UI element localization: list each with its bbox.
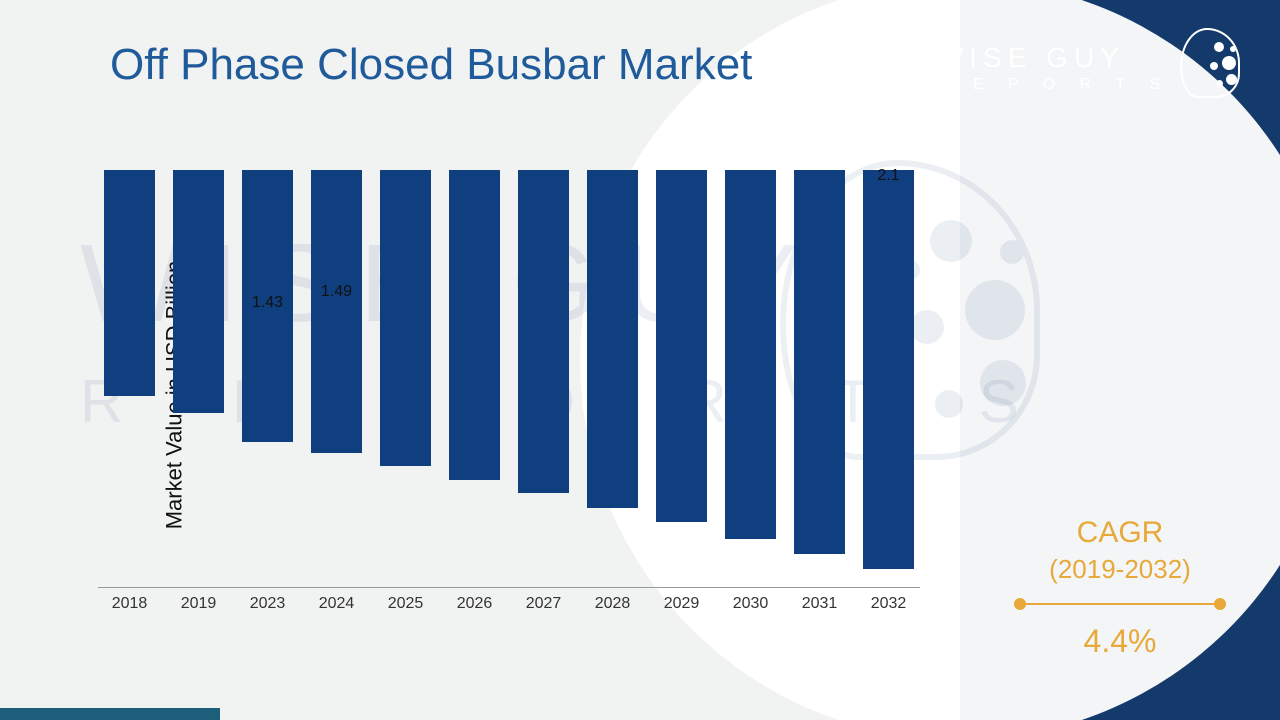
bottom-accent-strip: [0, 708, 220, 720]
bar: [587, 170, 638, 508]
bar-slot: 2.1: [863, 170, 914, 588]
bar-slot: [380, 170, 431, 588]
x-tick: 2025: [380, 588, 431, 620]
x-tick: 2029: [656, 588, 707, 620]
logo-line1: WISE GUY: [937, 42, 1170, 74]
cagr-divider: [1020, 603, 1220, 605]
cagr-value: 4.4%: [1000, 623, 1240, 660]
bar-slot: [518, 170, 569, 588]
x-tick: 2024: [311, 588, 362, 620]
x-tick: 2031: [794, 588, 845, 620]
bar-slot: [656, 170, 707, 588]
bar: [104, 170, 155, 396]
bar-value-label: 1.43: [252, 294, 283, 312]
bar-slot: [449, 170, 500, 588]
logo-head-icon: [1180, 28, 1250, 108]
x-tick: 2032: [863, 588, 914, 620]
bar: [863, 170, 914, 569]
bar-slot: 1.43: [242, 170, 293, 588]
x-tick: 2023: [242, 588, 293, 620]
bar-slot: [725, 170, 776, 588]
bar: [449, 170, 500, 480]
cagr-label: CAGR: [1000, 516, 1240, 550]
bar-value-label: 2.1: [877, 167, 899, 185]
bar-chart: Market Value in USD Billion 1.431.492.1 …: [50, 170, 920, 620]
bar-slot: [104, 170, 155, 588]
x-tick: 2026: [449, 588, 500, 620]
bar: [656, 170, 707, 522]
bar: [173, 170, 224, 413]
cagr-block: CAGR (2019-2032) 4.4%: [1000, 516, 1240, 660]
cagr-years: (2019-2032): [1000, 554, 1240, 585]
bar-value-label: 1.49: [321, 283, 352, 301]
x-tick: 2030: [725, 588, 776, 620]
bar: [518, 170, 569, 493]
page-title: Off Phase Closed Busbar Market: [110, 40, 752, 90]
plot-area: 1.43 1.49 2.1: [98, 170, 920, 588]
bar-slot: 1.49: [311, 170, 362, 588]
x-tick: 2018: [104, 588, 155, 620]
bar: [794, 170, 845, 554]
bar-slot: [587, 170, 638, 588]
x-tick: 2027: [518, 588, 569, 620]
x-tick: 2019: [173, 588, 224, 620]
bar-slot: [173, 170, 224, 588]
brand-logo: WISE GUY R E P O R T S: [937, 28, 1250, 108]
infographic-canvas: Off Phase Closed Busbar Market WISE GUY …: [0, 0, 1280, 720]
bar-slot: [794, 170, 845, 588]
x-tick: 2028: [587, 588, 638, 620]
logo-line2: R E P O R T S: [937, 76, 1170, 94]
bar: [380, 170, 431, 466]
x-axis: 2018 2019 2023 2024 2025 2026 2027 2028 2029 2030…: [98, 588, 920, 620]
bar: [311, 170, 362, 453]
bar: [725, 170, 776, 539]
